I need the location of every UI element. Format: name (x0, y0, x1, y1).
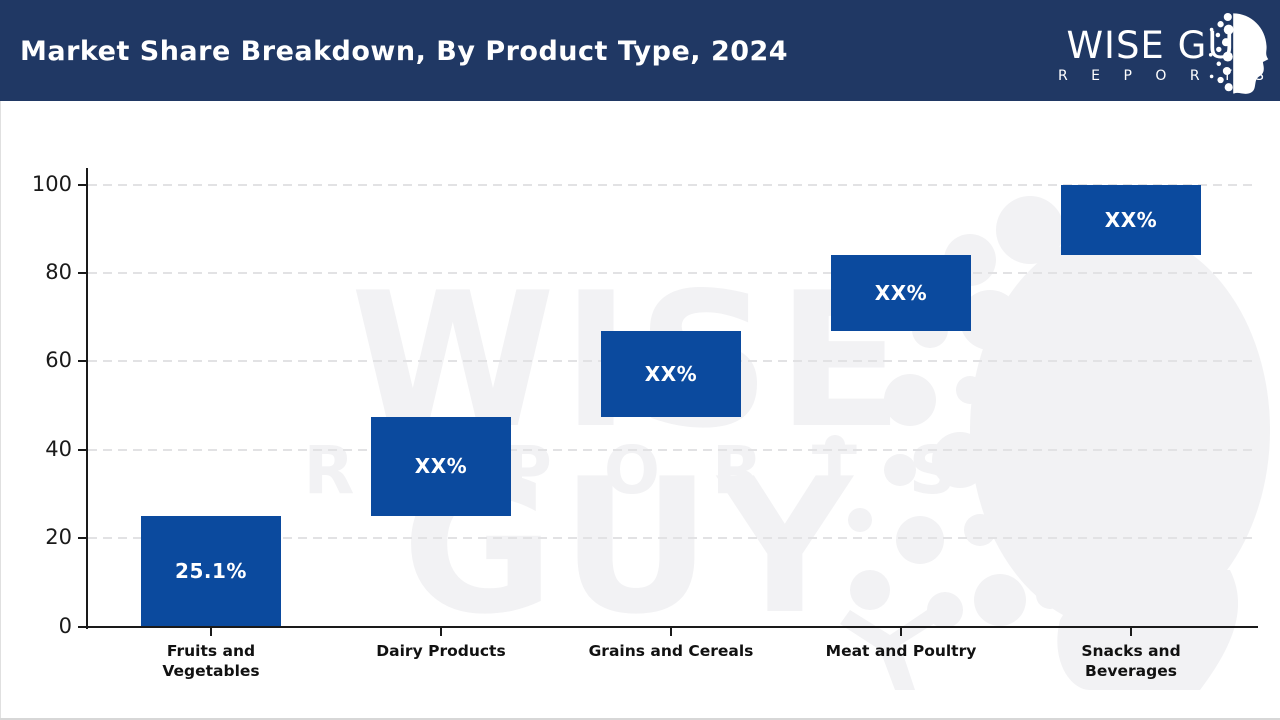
brand-subname: R E P O R T S (1058, 68, 1274, 84)
watermark-head-icon (825, 196, 1270, 690)
gridline (88, 448, 1258, 451)
y-tick-label: 40 (45, 436, 72, 461)
x-tickmark (210, 627, 212, 636)
gridline (88, 183, 1258, 186)
bar: XX% (831, 255, 971, 332)
category-label: Snacks and Beverages (1081, 641, 1181, 681)
brand-logo: WISE GUY R E P O R T S (1022, 6, 1272, 96)
y-tickmark (78, 448, 87, 451)
y-tickmark (78, 625, 87, 628)
page-left-hairline (0, 101, 1, 720)
header-bar: Market Share Breakdown, By Product Type,… (0, 0, 1280, 101)
category-label: Dairy Products (376, 641, 506, 660)
x-tickmark (670, 627, 672, 636)
page-bottom-hairline (0, 718, 1280, 720)
category-label: Meat and Poultry (825, 641, 977, 660)
bar: XX% (1061, 184, 1201, 256)
gridline (88, 271, 1258, 274)
y-tick-label: 60 (45, 348, 72, 373)
brand-head-icon (1208, 12, 1269, 94)
y-tickmark (78, 360, 87, 363)
x-tickmark (440, 627, 442, 636)
y-tick-label: 20 (45, 525, 72, 550)
bar-value-label: XX% (414, 454, 468, 479)
chart-title: Market Share Breakdown, By Product Type,… (20, 36, 789, 67)
bar: XX% (601, 331, 741, 417)
y-tickmark (78, 537, 87, 540)
category-label: Grains and Cereals (588, 641, 754, 660)
y-axis-line (86, 168, 88, 629)
category-label: Fruits and Vegetables (162, 641, 260, 681)
bar: XX% (371, 416, 511, 516)
bar-value-label: XX% (1104, 207, 1158, 232)
y-tickmark (78, 271, 87, 274)
bar-value-label: 25.1% (175, 559, 247, 584)
bar: 25.1% (141, 515, 281, 627)
y-tick-label: 0 (58, 613, 72, 638)
gridline (88, 537, 1258, 540)
x-tickmark (900, 627, 902, 636)
y-tick-label: 100 (31, 171, 72, 196)
y-tick-label: 80 (45, 259, 72, 284)
x-tickmark (1130, 627, 1132, 636)
bar-value-label: XX% (644, 361, 698, 386)
x-axis-line (86, 625, 1258, 628)
y-tickmark (78, 183, 87, 186)
bar-value-label: XX% (874, 281, 928, 306)
